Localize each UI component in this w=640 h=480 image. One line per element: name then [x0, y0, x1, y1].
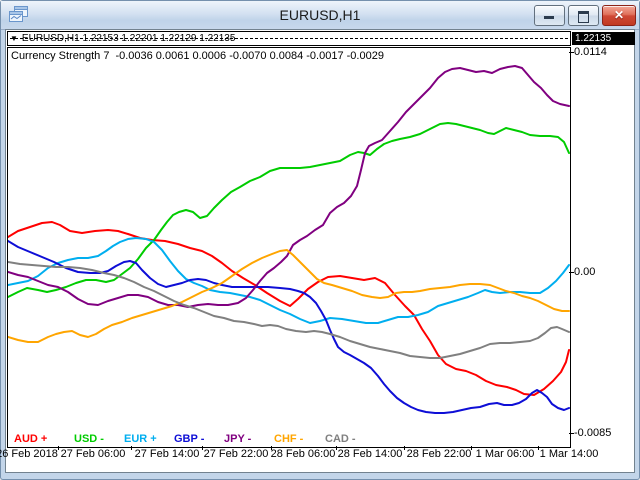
time-axis-tick — [271, 446, 272, 450]
time-axis-label: 27 Feb 14:00 — [134, 448, 200, 460]
value-scale-tick — [569, 52, 574, 53]
time-axis-label: 1 Mar 14:00 — [539, 448, 599, 460]
time-axis-tick — [471, 446, 472, 450]
series-line-GBP — [8, 240, 570, 414]
title-bar[interactable]: EURUSD,H1 ✕ — [1, 1, 639, 30]
value-scale-label-2: -0.0085 — [574, 427, 612, 439]
time-axis-tick — [202, 446, 203, 450]
value-scale-tick — [569, 272, 574, 273]
legend-item-USD: USD - — [74, 433, 104, 445]
legend-item-JPY: JPY - — [224, 433, 252, 445]
series-line-CAD — [8, 261, 570, 359]
legend-item-CHF: CHF - — [274, 433, 304, 445]
time-axis-label: 1 Mar 06:00 — [475, 448, 535, 460]
indicator-header: Currency Strength 7 -0.0036 0.0061 0.0006… — [11, 50, 390, 62]
time-axis-tick — [538, 446, 539, 450]
close-icon: ✕ — [613, 8, 625, 22]
close-button[interactable]: ✕ — [602, 5, 636, 26]
collapsed-main-chart-pane[interactable]: ▼ EURUSD,H1 1.22153 1.22201 1.22129 1.221… — [7, 31, 571, 46]
main-chart-header: ▼ EURUSD,H1 1.22153 1.22201 1.22129 1.221… — [10, 32, 235, 45]
series-line-EUR — [8, 237, 570, 324]
indicator-pane[interactable]: Currency Strength 7 -0.0036 0.0061 0.0006… — [7, 47, 571, 448]
collapse-arrow-icon[interactable]: ▼ — [10, 34, 18, 43]
time-axis-label: 27 Feb 06:00 — [60, 448, 126, 460]
series-line-USD — [8, 122, 570, 298]
chart-client-area: ▼ EURUSD,H1 1.22153 1.22201 1.22129 1.221… — [0, 29, 635, 473]
time-axis-label: 26 Feb 2018 — [0, 448, 58, 460]
series-line-JPY — [8, 65, 570, 308]
legend-item-CAD: CAD - — [325, 433, 356, 445]
indicator-values: -0.0036 0.0061 0.0006 -0.0070 0.0084 -0.… — [115, 50, 384, 62]
legend-item-AUD: AUD + — [14, 433, 48, 445]
chart-window-icon-svg — [9, 6, 28, 22]
time-axis-label: 28 Feb 06:00 — [270, 448, 336, 460]
current-price-tag: 1.22135 — [572, 32, 635, 45]
maximize-button[interactable] — [568, 5, 599, 26]
ohlc-text: EURUSD,H1 1.22153 1.22201 1.22129 1.2213… — [21, 33, 236, 44]
value-scale-label-0: 0.0114 — [574, 46, 607, 58]
minimize-button[interactable] — [534, 5, 565, 26]
currency-legend: AUD + USD - EUR + GBP - JPY - CHF - CAD - — [8, 433, 570, 446]
series-line-CHF — [8, 249, 570, 343]
time-axis-label: 27 Feb 22:00 — [203, 448, 269, 460]
time-axis: 26 Feb 2018 27 Feb 06:00 27 Feb 14:00 27 Fe… — [0, 446, 634, 462]
value-scale-label-1: 0.00 — [574, 266, 596, 278]
maximize-icon — [578, 11, 589, 23]
price-dashed-line — [10, 38, 568, 39]
window-title: EURUSD,H1 — [279, 7, 361, 23]
chart-window-icon[interactable] — [9, 6, 29, 23]
time-axis-label: 28 Feb 22:00 — [406, 448, 472, 460]
legend-item-EUR: EUR + — [124, 433, 157, 445]
value-scale-tick — [569, 433, 574, 434]
window-controls: ✕ — [534, 5, 636, 26]
time-axis-tick — [58, 446, 59, 450]
indicator-name: Currency Strength 7 — [11, 50, 110, 62]
time-axis-tick — [131, 446, 132, 450]
minimize-icon — [544, 16, 554, 19]
time-axis-label: 28 Feb 14:00 — [337, 448, 403, 460]
time-axis-tick — [404, 446, 405, 450]
time-axis-tick — [336, 446, 337, 450]
currency-strength-lines — [8, 65, 570, 414]
series-line-AUD — [8, 221, 570, 396]
legend-item-GBP: GBP - — [174, 433, 205, 445]
